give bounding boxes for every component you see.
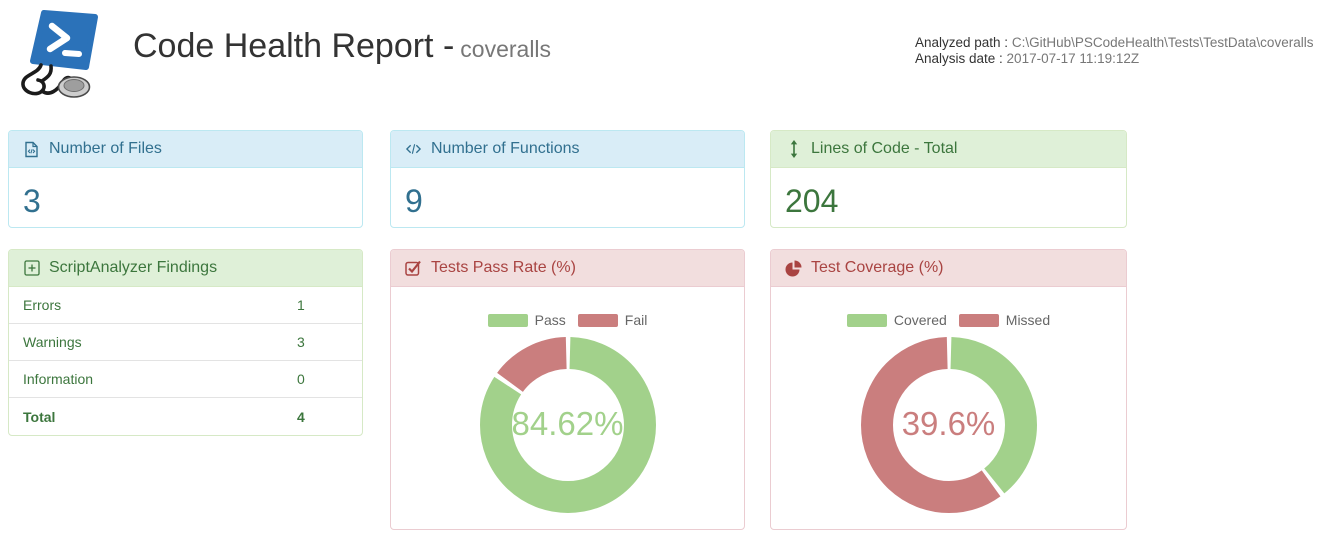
test-coverage-panel: Test Coverage (%) Covered Missed 39.6%: [770, 249, 1127, 530]
findings-row-label: Warnings: [23, 334, 82, 350]
code-icon: [405, 141, 422, 158]
test-coverage-header: Test Coverage (%): [771, 250, 1126, 287]
number-of-functions-value: 9: [405, 183, 423, 219]
card-number-of-files: Number of Files 3: [8, 130, 363, 228]
report-subtitle: coveralls: [460, 36, 552, 62]
card-number-of-functions-header: Number of Functions: [391, 131, 744, 168]
scriptanalyzer-findings-panel: ScriptAnalyzer Findings Errors 1 Warning…: [8, 249, 363, 436]
legend-swatch-covered: [846, 313, 887, 327]
report-title: Code Health Report -: [133, 27, 455, 65]
findings-row-total: Total 4: [9, 398, 362, 435]
arrows-vertical-icon: [785, 140, 802, 158]
pie-chart-icon: [785, 260, 802, 277]
test-coverage-center-value: 39.6%: [901, 405, 996, 443]
test-coverage-title: Test Coverage (%): [811, 259, 944, 276]
legend-item-missed[interactable]: Missed: [958, 312, 1051, 328]
analyzed-path-line: Analyzed path : C:\GitHub\PSCodeHealth\T…: [915, 35, 1313, 51]
findings-row-warnings: Warnings 3: [9, 324, 362, 361]
findings-panel-title: ScriptAnalyzer Findings: [49, 259, 218, 276]
number-of-files-value: 3: [23, 183, 41, 219]
analyzed-path-label: Analyzed path :: [915, 35, 1012, 50]
findings-row-value: 1: [297, 297, 305, 313]
page-title: Code Health Report - coveralls: [133, 27, 551, 66]
card-lines-of-code-header: Lines of Code - Total: [771, 131, 1126, 168]
tests-pass-rate-legend: Pass Fail: [391, 312, 744, 328]
tests-pass-rate-donut-chart[interactable]: 84.62%: [479, 337, 656, 513]
card-number-of-files-header: Number of Files: [9, 131, 362, 168]
test-coverage-legend: Covered Missed: [771, 312, 1126, 328]
card-title: Lines of Code - Total: [811, 140, 958, 157]
card-lines-of-code: Lines of Code - Total 204: [770, 130, 1127, 228]
legend-label-covered: Covered: [893, 312, 947, 328]
legend-label-missed: Missed: [1005, 312, 1051, 328]
findings-row-value: 3: [297, 334, 305, 350]
legend-label-fail: Fail: [624, 312, 648, 328]
card-title: Number of Functions: [431, 140, 580, 157]
card-number-of-functions: Number of Functions 9: [390, 130, 745, 228]
scriptanalyzer-findings-header: ScriptAnalyzer Findings: [9, 250, 362, 287]
findings-row-label: Errors: [23, 297, 62, 313]
tests-pass-rate-title: Tests Pass Rate (%): [431, 259, 576, 276]
tests-pass-rate-header: Tests Pass Rate (%): [391, 250, 744, 287]
test-coverage-donut-chart[interactable]: 39.6%: [860, 337, 1037, 513]
findings-row-errors: Errors 1: [9, 287, 362, 324]
analyzed-path-value: C:\GitHub\PSCodeHealth\Tests\TestData\co…: [1011, 35, 1314, 50]
findings-row-information: Information 0: [9, 361, 362, 398]
check-square-icon: [405, 260, 422, 277]
analysis-date-label: Analysis date :: [915, 50, 1007, 66]
tests-pass-rate-panel: Tests Pass Rate (%) Pass Fail 84.62%: [390, 249, 745, 530]
findings-row-value: 4: [297, 408, 305, 425]
analysis-date-line: Analysis date : 2017-07-17 11:19:12Z: [915, 51, 1313, 67]
legend-swatch-fail: [577, 313, 618, 327]
legend-item-covered[interactable]: Covered: [846, 312, 947, 328]
analysis-meta: Analyzed path : C:\GitHub\PSCodeHealth\T…: [915, 35, 1313, 66]
findings-row-label: Information: [23, 371, 94, 387]
test-coverage-chart-area: Covered Missed 39.6%: [771, 287, 1126, 513]
findings-row-value: 0: [297, 371, 305, 387]
legend-label-pass: Pass: [534, 312, 566, 328]
analysis-date-value: 2017-07-17 11:19:12Z: [1006, 50, 1140, 66]
card-title: Number of Files: [49, 140, 162, 157]
legend-swatch-pass: [487, 313, 528, 327]
lines-of-code-value: 204: [785, 183, 839, 219]
legend-swatch-missed: [958, 313, 999, 327]
legend-item-fail[interactable]: Fail: [577, 312, 648, 328]
file-code-icon: [23, 141, 40, 158]
tests-pass-rate-center-value: 84.62%: [511, 405, 624, 443]
powershell-logo-icon: [21, 10, 98, 98]
stethoscope-icon: [21, 63, 91, 98]
tests-pass-rate-chart-area: Pass Fail 84.62%: [391, 287, 744, 513]
plus-square-icon: [23, 260, 40, 277]
findings-row-label: Total: [23, 408, 56, 425]
legend-item-pass[interactable]: Pass: [487, 312, 566, 328]
powershell-stethoscope-logo: [8, 4, 100, 102]
